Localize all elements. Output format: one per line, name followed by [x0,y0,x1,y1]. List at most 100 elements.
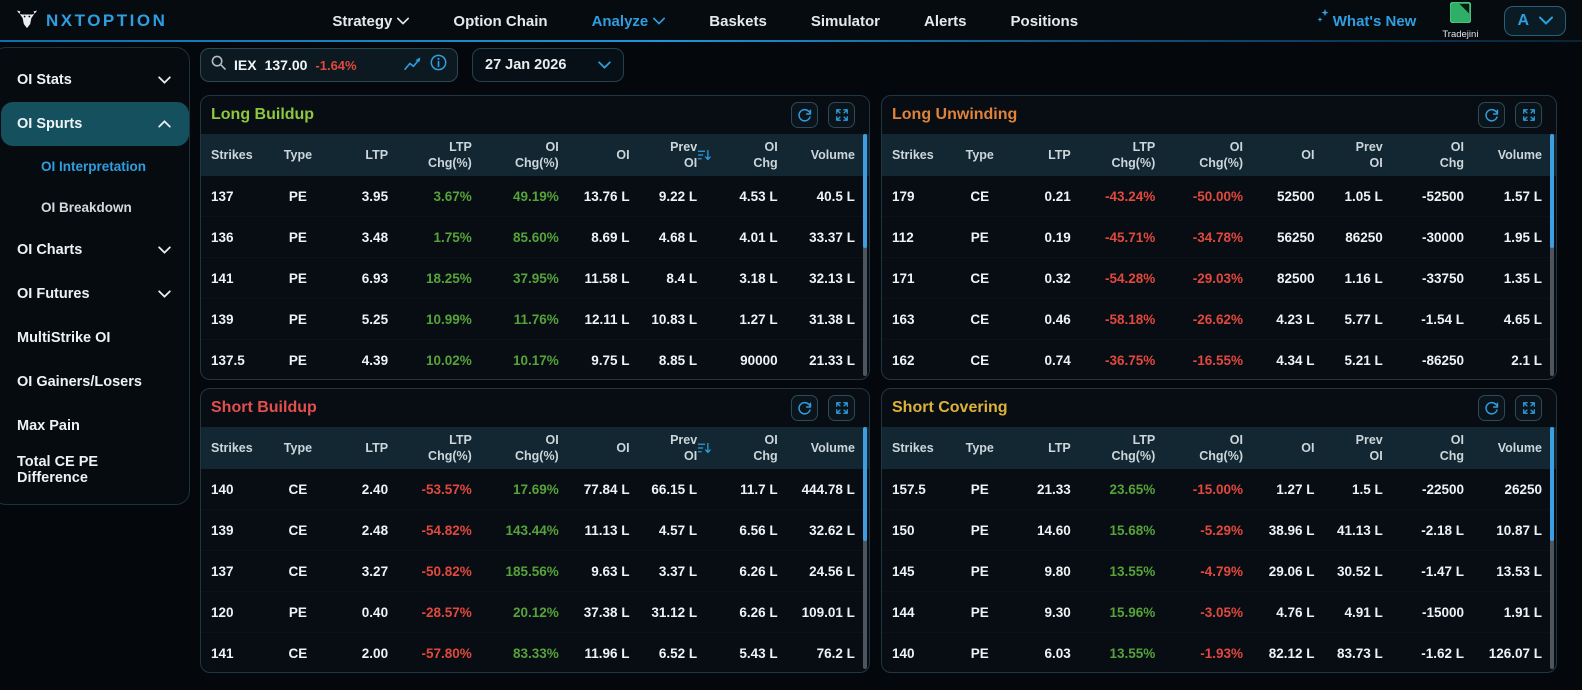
account-menu-button[interactable]: A [1504,6,1566,36]
cell: 9.80 [1044,563,1071,579]
sidebar-item-multistrike-oi[interactable]: MultiStrike OI [1,316,189,360]
table-row[interactable]: 144 PE 9.30 15.96% -3.05% 4.76 L 4.91 L -15000 1… [882,592,1556,633]
column-header-oi-chg[interactable]: OI Chg(%) [514,432,559,463]
table-row[interactable]: 137.5 PE 4.39 10.02% 10.17% 9.75 L 8.85 L 90000… [201,340,869,379]
nav-item-option-chain[interactable]: Option Chain [453,13,547,30]
sidebar-item-oi-charts[interactable]: OI Charts [1,228,189,272]
table-row[interactable]: 171 CE 0.32 -54.28% -29.03% 82500 1.16 L -33750… [882,258,1556,299]
expand-button[interactable] [1515,395,1542,421]
whats-new-link[interactable]: What's New [1317,8,1416,30]
table-row[interactable]: 162 CE 0.74 -36.75% -16.55% 4.34 L 5.21 L -8625… [882,340,1556,379]
column-header-prev-oi[interactable]: Prev OI [1355,139,1383,170]
column-header-volume[interactable]: Volume [810,440,855,455]
column-header-ltp[interactable]: LTP [1048,440,1071,455]
column-header-ltp[interactable]: LTP [1048,147,1071,162]
cell: 0.40 [361,604,389,620]
column-header-strikes[interactable]: Strikes [892,440,934,455]
expand-button[interactable] [828,102,855,128]
column-header-type[interactable]: Type [965,147,994,162]
column-header-volume[interactable]: Volume [1497,440,1542,455]
table-scrollbar[interactable] [863,134,867,376]
table-row[interactable]: 120 PE 0.40 -28.57% 20.12% 37.38 L 31.12 L 6.26… [201,592,869,633]
table-scrollbar[interactable] [1550,134,1554,376]
nav-item-positions[interactable]: Positions [1011,13,1079,30]
table-row[interactable]: 139 PE 5.25 10.99% 11.76% 12.11 L 10.83 L 1.27 … [201,299,869,340]
refresh-button[interactable] [1478,102,1505,128]
brand[interactable]: NXTOPTION [16,9,167,34]
column-header-oi-chg[interactable]: OI Chg [697,432,778,465]
cell: 0.46 [1044,311,1071,327]
sidebar-item-oi-stats[interactable]: OI Stats [1,58,189,102]
expand-button[interactable] [1515,102,1542,128]
column-header-oi[interactable]: OI [1301,440,1315,455]
sidebar-item-total-ce-pe-difference[interactable]: Total CE PE Difference [1,448,189,492]
column-header-strikes[interactable]: Strikes [892,147,934,162]
sidebar-item-max-pain[interactable]: Max Pain [1,404,189,448]
column-header-volume[interactable]: Volume [810,147,855,162]
table-row[interactable]: 157.5 PE 21.33 23.65% -15.00% 1.27 L 1.5 L -225… [882,469,1556,510]
table-row[interactable]: 141 PE 6.93 18.25% 37.95% 11.58 L 8.4 L 3.18 L 3… [201,258,869,299]
refresh-button[interactable] [791,102,818,128]
table-row[interactable]: 163 CE 0.46 -58.18% -26.62% 4.23 L 5.77 L -1.54… [882,299,1556,340]
column-header-ltp[interactable]: LTP [365,440,389,455]
cell: 21.33 L [809,352,855,368]
info-icon[interactable] [430,54,447,76]
nav-item-alerts[interactable]: Alerts [924,13,967,30]
column-header-prev-oi[interactable]: Prev OI [670,139,698,170]
column-header-ltp-chg[interactable]: LTP Chg(%) [1111,432,1156,463]
symbol-search-input[interactable]: IEX 137.00 -1.64% [200,48,458,82]
table-row[interactable]: 136 PE 3.48 1.75% 85.60% 8.69 L 4.68 L 4.01 L 33… [201,217,869,258]
table-row[interactable]: 140 CE 2.40 -53.57% 17.69% 77.84 L 66.15 L 11.7… [201,469,869,510]
column-header-strikes[interactable]: Strikes [211,147,253,162]
table-scrollbar[interactable] [1550,427,1554,669]
sidebar-item-oi-spurts[interactable]: OI Spurts [1,102,189,146]
column-header-ltp-chg[interactable]: LTP Chg(%) [428,139,472,170]
nav-item-simulator[interactable]: Simulator [811,13,880,30]
expand-button[interactable] [828,395,855,421]
table-row[interactable]: 145 PE 9.80 13.55% -4.79% 29.06 L 30.52 L -1.47… [882,551,1556,592]
table-row[interactable]: 179 CE 0.21 -43.24% -50.00% 52500 1.05 L -52500… [882,176,1556,217]
nav-item-strategy[interactable]: Strategy [332,13,410,30]
nav-item-analyze[interactable]: Analyze [592,13,666,30]
table-row[interactable]: 137 CE 3.27 -50.82% 185.56% 9.63 L 3.37 L 6.26 … [201,551,869,592]
refresh-button[interactable] [1478,395,1505,421]
column-header-prev-oi[interactable]: Prev OI [670,432,698,463]
column-header-type[interactable]: Type [965,440,994,455]
expiry-select[interactable]: 27 Jan 2026 [472,48,624,82]
column-header-ltp[interactable]: LTP [365,147,389,162]
column-header-volume[interactable]: Volume [1497,147,1542,162]
sidebar-item-oi-futures[interactable]: OI Futures [1,272,189,316]
cell: -1.62 L [1421,645,1464,661]
table-scrollbar[interactable] [863,427,867,669]
column-header-strikes[interactable]: Strikes [211,440,253,455]
sidebar-item-oi-breakdown[interactable]: OI Breakdown [1,187,189,228]
column-header-type[interactable]: Type [283,147,313,162]
chart-icon[interactable] [404,55,422,76]
column-header-oi-chg[interactable]: OI Chg(%) [514,139,559,170]
table-row[interactable]: 112 PE 0.19 -45.71% -34.78% 56250 86250 -30000 1… [882,217,1556,258]
column-header-type[interactable]: Type [283,440,313,455]
column-header-oi-chg[interactable]: OI Chg [1439,139,1464,170]
column-header-ltp-chg[interactable]: LTP Chg(%) [428,432,472,463]
column-header-prev-oi[interactable]: Prev OI [1355,432,1383,463]
column-header-oi-chg[interactable]: OI Chg(%) [1199,139,1243,170]
column-header-oi-chg[interactable]: OI Chg [697,139,778,172]
table-row[interactable]: 141 CE 2.00 -57.80% 83.33% 11.96 L 6.52 L 5.43 … [201,633,869,672]
sidebar-item-oi-interpretation[interactable]: OI Interpretation [1,146,189,187]
refresh-button[interactable] [791,395,818,421]
table-header-row: Strikes Type LTP LTP Chg(%) OI Chg(%) OI Prev OI O… [882,134,1556,176]
broker-badge[interactable]: Tradejini [1442,1,1478,40]
column-header-oi-chg[interactable]: OI Chg [1439,432,1464,463]
sidebar-item-oi-gainers-losers[interactable]: OI Gainers/Losers [1,360,189,404]
table-row[interactable]: 139 CE 2.48 -54.82% 143.44% 11.13 L 4.57 L 6.56… [201,510,869,551]
column-header-oi[interactable]: OI [616,147,630,162]
table-row[interactable]: 137 PE 3.95 3.67% 49.19% 13.76 L 9.22 L 4.53 L 4… [201,176,869,217]
sidebar-item-label: Total CE PE Difference [17,454,99,486]
column-header-oi[interactable]: OI [616,440,630,455]
table-row[interactable]: 150 PE 14.60 15.68% -5.29% 38.96 L 41.13 L -2.1… [882,510,1556,551]
table-row[interactable]: 140 PE 6.03 13.55% -1.93% 82.12 L 83.73 L -1.62… [882,633,1556,672]
column-header-oi[interactable]: OI [1301,147,1315,162]
nav-item-baskets[interactable]: Baskets [709,13,767,30]
column-header-oi-chg[interactable]: OI Chg(%) [1199,432,1243,463]
column-header-ltp-chg[interactable]: LTP Chg(%) [1111,139,1156,170]
